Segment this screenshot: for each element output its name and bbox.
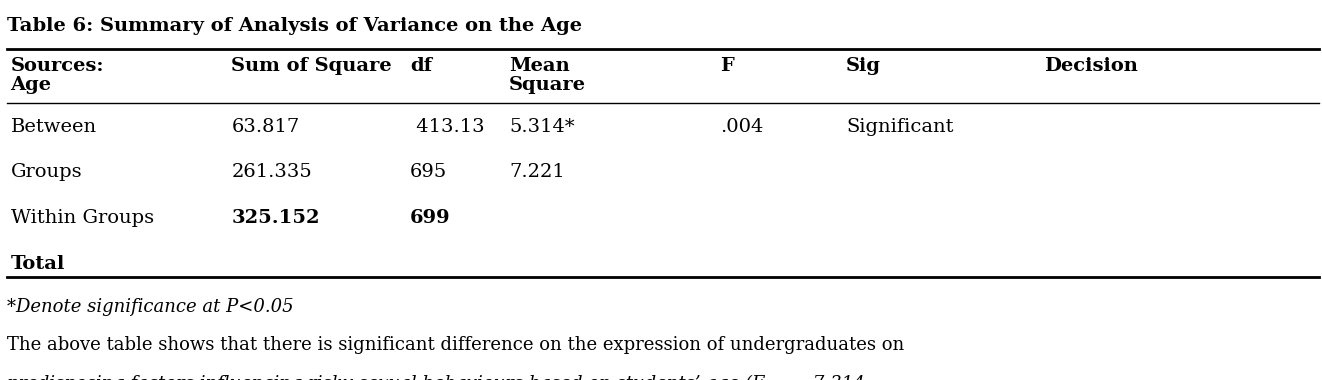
Text: 695: 695 xyxy=(410,163,447,181)
Text: .004: .004 xyxy=(720,118,764,136)
Text: F: F xyxy=(720,57,734,75)
Text: 7.221: 7.221 xyxy=(509,163,564,181)
Text: Sources:: Sources: xyxy=(11,57,104,75)
Text: Sum of Square: Sum of Square xyxy=(231,57,393,75)
Text: predisposing factors influencing risky sexual behaviours based on students’ age : predisposing factors influencing risky s… xyxy=(7,374,865,380)
Text: 63.817: 63.817 xyxy=(231,118,300,136)
Text: 261.335: 261.335 xyxy=(231,163,312,181)
Text: Square: Square xyxy=(509,76,586,94)
Text: *Denote significance at P<0.05: *Denote significance at P<0.05 xyxy=(7,298,293,316)
Text: Between: Between xyxy=(11,118,97,136)
Text: 5.314*: 5.314* xyxy=(509,118,575,136)
Text: df: df xyxy=(410,57,432,75)
Text: Table 6: Summary of Analysis of Variance on the Age: Table 6: Summary of Analysis of Variance… xyxy=(7,17,582,35)
Text: Sig: Sig xyxy=(846,57,880,75)
Text: 413.13: 413.13 xyxy=(410,118,484,136)
Text: Within Groups: Within Groups xyxy=(11,209,153,227)
Text: Total: Total xyxy=(11,255,65,272)
Text: The above table shows that there is significant difference on the expression of : The above table shows that there is sign… xyxy=(7,336,904,354)
Text: Significant: Significant xyxy=(846,118,953,136)
Text: Age: Age xyxy=(11,76,52,94)
Text: 325.152: 325.152 xyxy=(231,209,320,227)
Text: Decision: Decision xyxy=(1044,57,1138,75)
Text: Groups: Groups xyxy=(11,163,82,181)
Text: Mean: Mean xyxy=(509,57,570,75)
Text: 699: 699 xyxy=(410,209,451,227)
